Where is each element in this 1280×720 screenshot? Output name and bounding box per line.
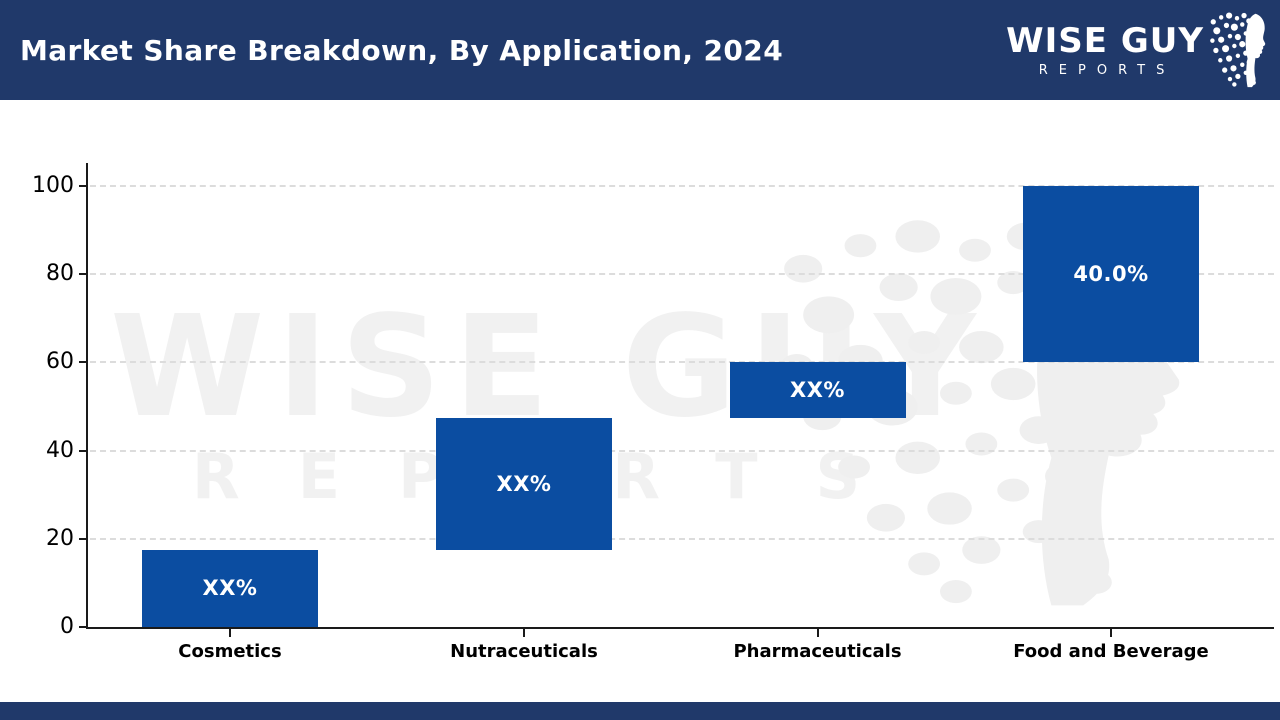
x-axis-category-label: Nutraceuticals	[450, 641, 598, 662]
y-axis-tick	[79, 361, 88, 364]
header-bar: Market Share Breakdown, By Application, …	[0, 0, 1280, 100]
bar-value-label: XX%	[790, 377, 845, 402]
x-axis-category-label: Cosmetics	[178, 641, 282, 662]
gridline	[90, 273, 1274, 276]
gridline	[90, 361, 1274, 364]
bar-segment: 40.0%	[1023, 186, 1199, 363]
y-axis-tick-label: 20	[46, 525, 74, 551]
chart-canvas: WISE GUY REPORTS 020406080100XX%Cosmetic…	[0, 100, 1280, 702]
y-axis-tick-label: 0	[60, 614, 74, 639]
x-axis-tick	[229, 629, 231, 637]
bar-segment: XX%	[142, 549, 318, 627]
logo-sub-text: REPORTS	[1038, 62, 1176, 78]
gridline	[90, 449, 1274, 452]
y-axis-tick-label: 60	[46, 349, 74, 375]
y-axis-tick	[79, 626, 88, 628]
plot-region: 0 20 40 60 80 100 XX% Cosmetics XX% Nutraceutical…	[0, 100, 1280, 702]
y-axis-tick	[79, 185, 88, 187]
y-axis-tick	[79, 537, 88, 540]
bar-segment: XX%	[729, 362, 906, 418]
x-axis-category-label: Food and Beverage	[1013, 641, 1209, 662]
x-axis-line	[86, 627, 1274, 629]
y-axis-tick	[79, 273, 88, 276]
logo-brand-text: WISE GUY	[1006, 20, 1204, 61]
y-axis-tick-label: 80	[46, 261, 74, 287]
y-axis-tick-label: 40	[46, 437, 74, 463]
page-title: Market Share Breakdown, By Application, …	[20, 33, 784, 67]
bar-segment: XX%	[436, 417, 612, 550]
x-axis-category-label: Pharmaceuticals	[733, 641, 902, 662]
x-axis-tick	[816, 629, 819, 637]
gridline	[90, 185, 1274, 187]
bar-value-label: XX%	[496, 471, 552, 496]
gridline	[90, 537, 1274, 540]
brand-logo: WISE GUY REPORTS	[1006, 12, 1266, 88]
bar-value-label: 40.0%	[1073, 262, 1149, 287]
bar-value-label: XX%	[202, 576, 258, 601]
x-axis-tick	[523, 629, 525, 637]
x-axis-tick	[1110, 629, 1112, 637]
y-axis-tick-label: 100	[32, 173, 74, 198]
footer-bar	[0, 702, 1280, 720]
logo-text: WISE GUY REPORTS	[1006, 24, 1204, 77]
y-axis-tick	[79, 449, 88, 452]
dotted-face-logo-icon	[1210, 12, 1266, 88]
y-axis-line	[86, 163, 88, 629]
